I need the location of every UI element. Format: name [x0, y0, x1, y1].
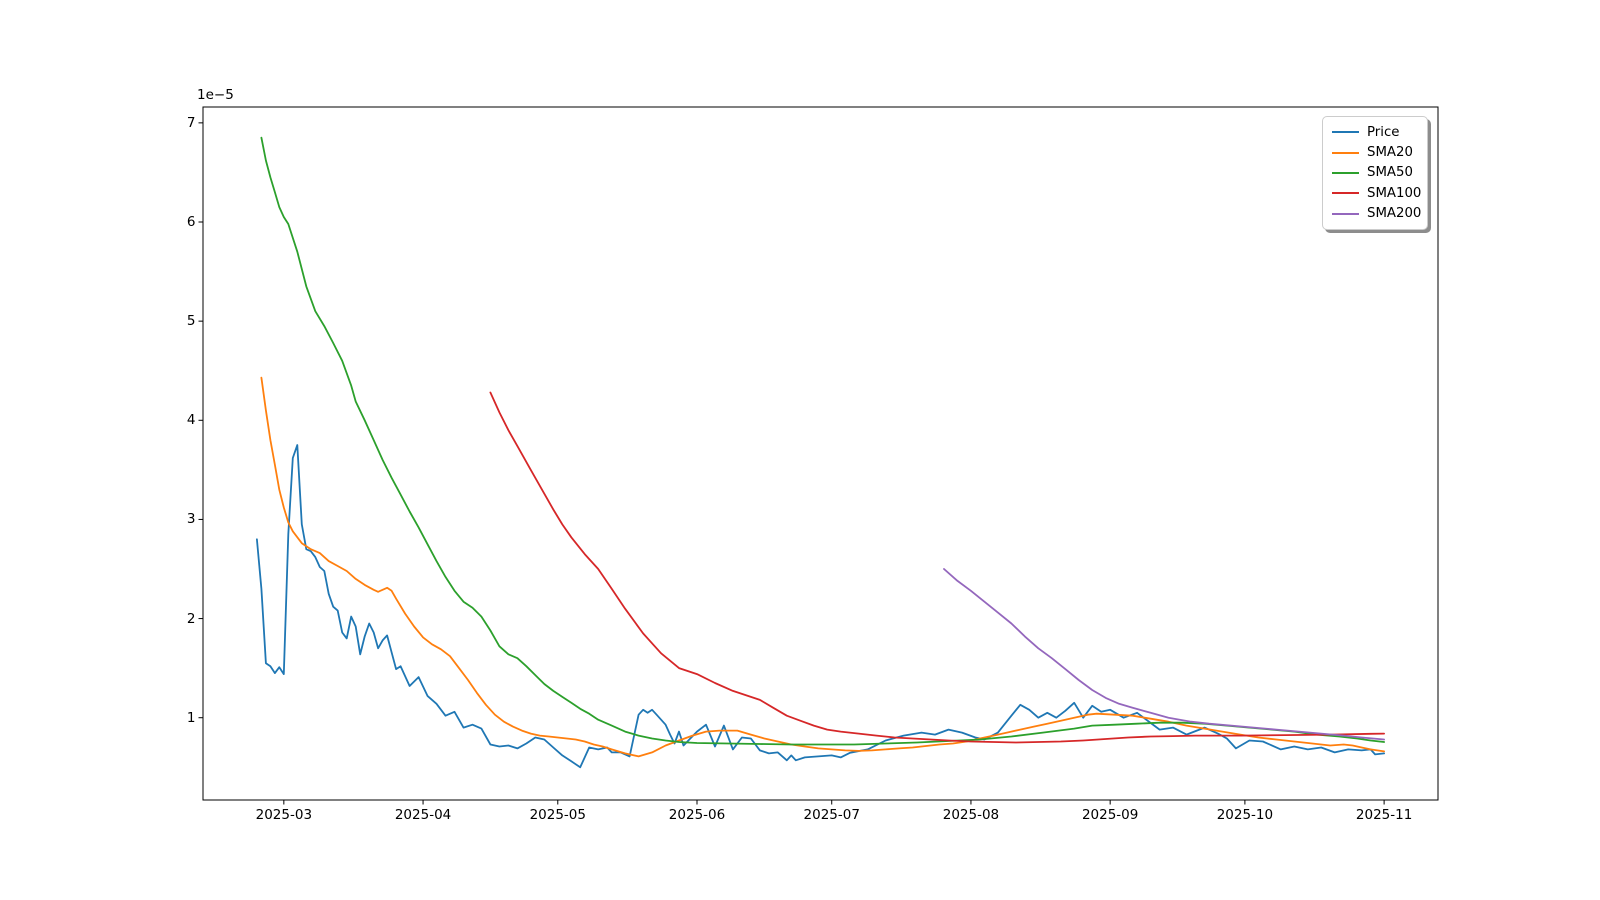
y-tick-label: 4 [186, 412, 196, 429]
legend-line-sample [1332, 171, 1359, 174]
legend-entry: SMA200 [1332, 204, 1422, 224]
y-tick-label: 2 [186, 610, 196, 627]
legend-entry: SMA100 [1332, 183, 1422, 203]
y-tick-label: 6 [186, 214, 196, 230]
y-axis-offset-label: 1e−5 [197, 87, 234, 103]
legend-label: SMA100 [1367, 185, 1422, 201]
legend-label: SMA20 [1367, 145, 1413, 161]
series-line-sma50 [260, 136, 1385, 746]
y-tick-label: 3 [186, 511, 196, 528]
x-tick-label: 2025-10 [1216, 807, 1274, 823]
legend-entry: SMA50 [1332, 163, 1419, 183]
x-tick-label: 2025-09 [1081, 807, 1139, 823]
y-tick-label: 5 [186, 313, 196, 330]
y-tick-label: 7 [186, 114, 196, 131]
series-line-sma200 [943, 568, 1385, 741]
axes-frame [202, 106, 1439, 801]
legend-line-sample [1332, 131, 1359, 134]
x-tick-label: 2025-05 [529, 807, 586, 823]
legend: Price SMA20 SMA50 SMA100 SMA200 [1322, 116, 1428, 230]
x-tick-label: 2025-06 [668, 807, 726, 823]
series-line-price [255, 444, 1385, 769]
legend-entry: Price [1332, 122, 1419, 142]
series-line-sma20 [260, 376, 1385, 758]
legend-label: Price [1367, 124, 1400, 140]
legend-label: SMA200 [1367, 206, 1422, 222]
x-tick-label: 2025-03 [255, 807, 313, 823]
x-tick-label: 2025-11 [1355, 807, 1413, 823]
x-tick-label: 2025-07 [803, 807, 860, 823]
y-tick-label: 1 [186, 709, 196, 726]
legend-label: SMA50 [1367, 165, 1413, 181]
series-line-sma100 [489, 391, 1385, 744]
legend-entry: SMA20 [1332, 142, 1419, 162]
legend-line-sample [1332, 212, 1359, 215]
legend-line-sample [1332, 151, 1359, 154]
x-tick-label: 2025-08 [942, 807, 1000, 823]
x-tick-label: 2025-04 [394, 807, 452, 823]
legend-line-sample [1332, 192, 1359, 195]
